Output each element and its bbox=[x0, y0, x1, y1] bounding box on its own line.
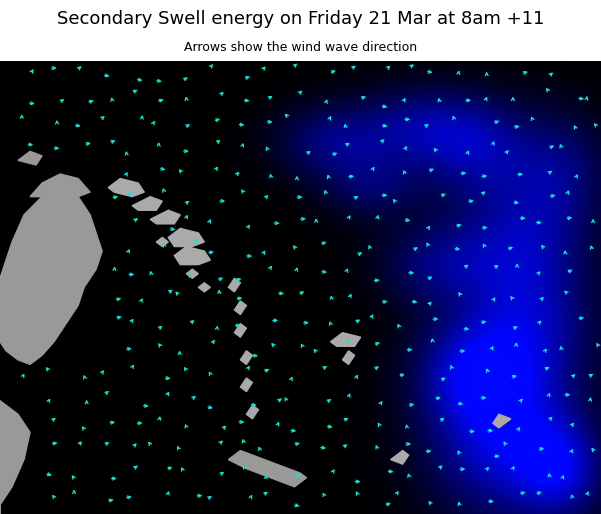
Polygon shape bbox=[234, 324, 246, 337]
Polygon shape bbox=[228, 278, 240, 292]
Polygon shape bbox=[198, 283, 210, 292]
Polygon shape bbox=[343, 351, 355, 364]
Text: Secondary Swell energy on Friday 21 Mar at 8am +11: Secondary Swell energy on Friday 21 Mar … bbox=[57, 10, 544, 28]
Polygon shape bbox=[228, 451, 307, 487]
Polygon shape bbox=[0, 401, 30, 514]
Polygon shape bbox=[186, 269, 198, 278]
Polygon shape bbox=[391, 451, 409, 464]
Polygon shape bbox=[493, 414, 511, 428]
Polygon shape bbox=[108, 178, 144, 197]
Polygon shape bbox=[156, 237, 168, 247]
Polygon shape bbox=[30, 174, 90, 197]
Polygon shape bbox=[240, 378, 252, 392]
Polygon shape bbox=[150, 210, 180, 224]
Polygon shape bbox=[0, 188, 102, 364]
Text: Arrows show the wind wave direction: Arrows show the wind wave direction bbox=[184, 41, 417, 54]
Polygon shape bbox=[234, 301, 246, 315]
Polygon shape bbox=[246, 405, 258, 419]
Polygon shape bbox=[132, 197, 162, 210]
Polygon shape bbox=[240, 351, 252, 364]
Polygon shape bbox=[168, 228, 204, 247]
Polygon shape bbox=[174, 247, 210, 265]
Polygon shape bbox=[331, 333, 361, 346]
Polygon shape bbox=[18, 151, 42, 165]
